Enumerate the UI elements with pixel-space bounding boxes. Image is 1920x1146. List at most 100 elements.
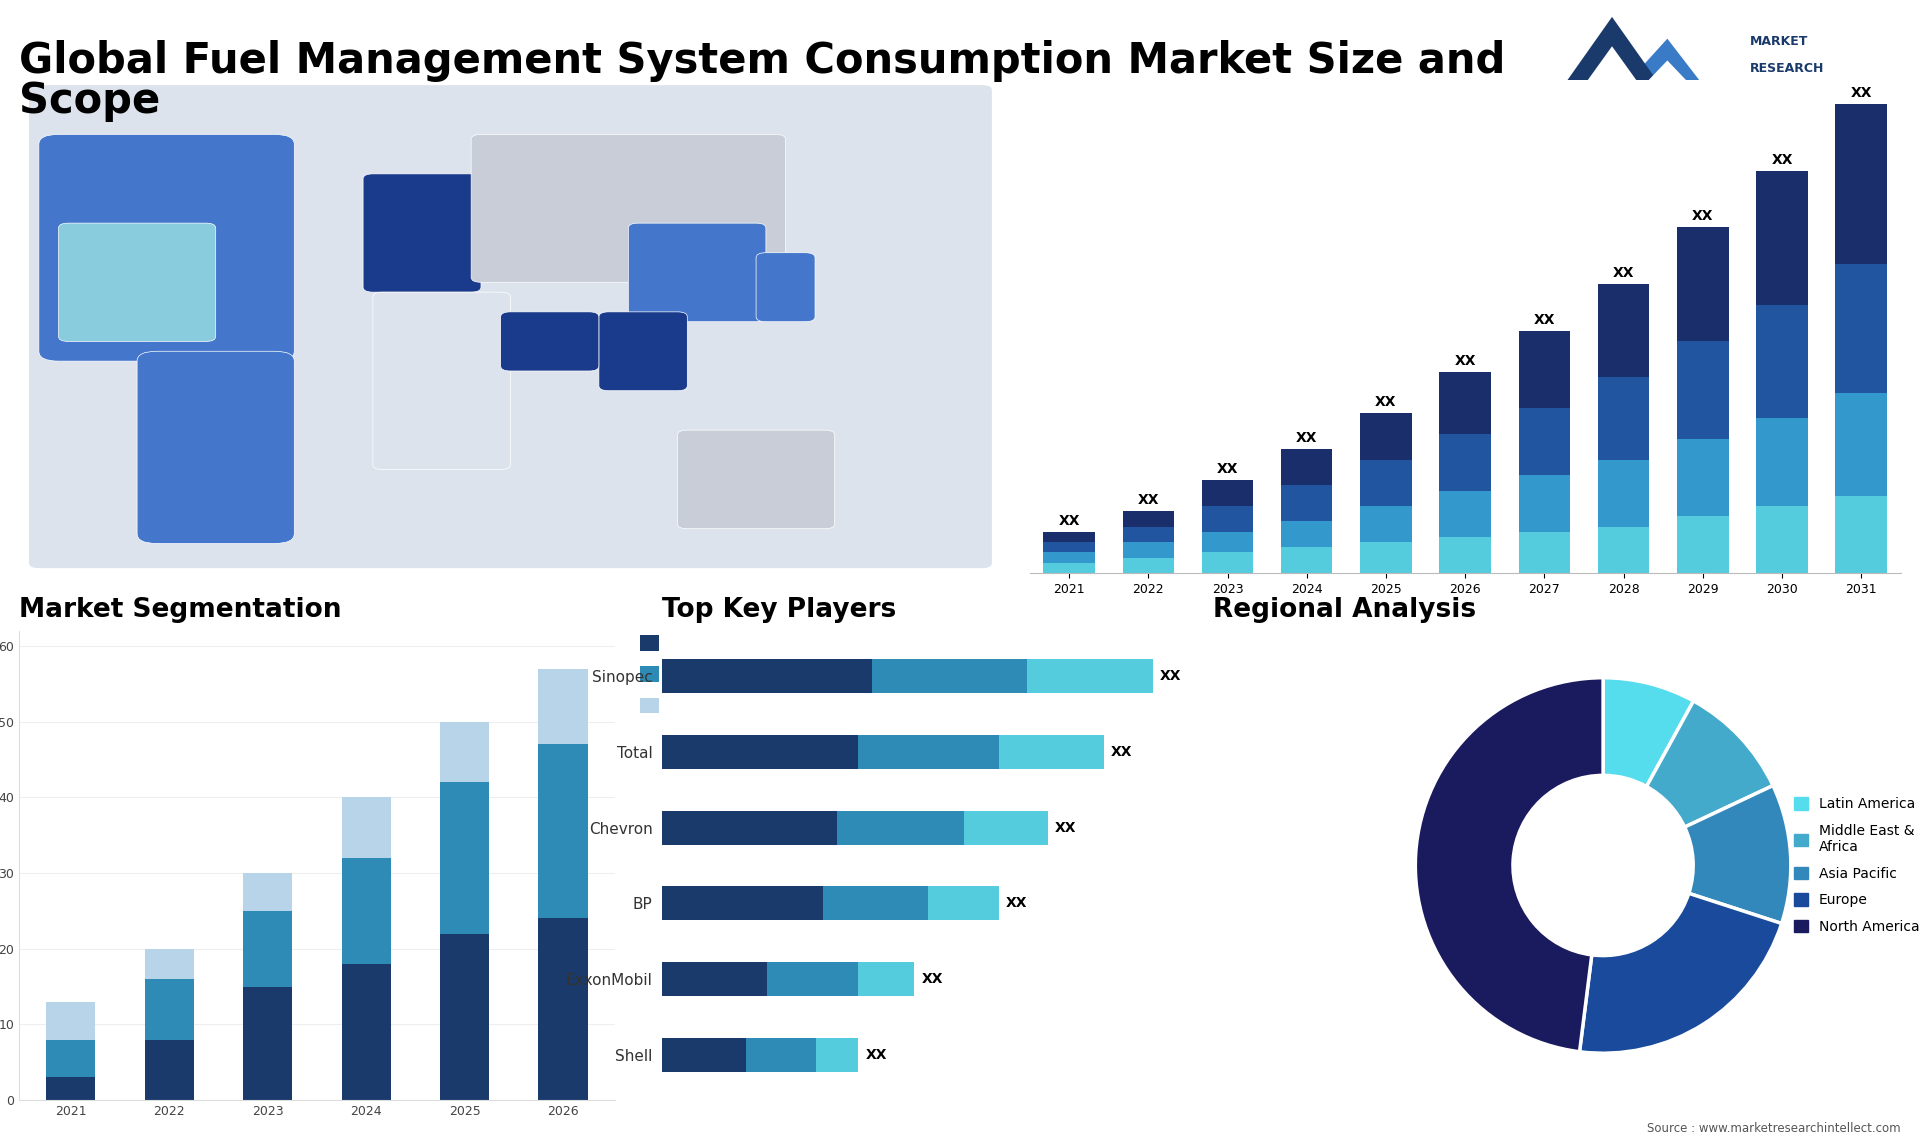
Bar [46,1002,96,1039]
Bar [1359,542,1411,573]
Text: XX: XX [866,1047,887,1061]
Wedge shape [1603,677,1693,786]
Text: Market Segmentation: Market Segmentation [19,597,342,623]
Bar [46,1039,96,1077]
FancyBboxPatch shape [372,292,511,470]
Bar [144,949,194,979]
FancyBboxPatch shape [599,312,687,391]
Text: XX: XX [1534,313,1555,327]
Legend: Latin America, Middle East &
Africa, Asia Pacific, Europe, North America: Latin America, Middle East & Africa, Asi… [1788,792,1920,939]
Text: Top Key Players: Top Key Players [662,597,897,623]
Bar [1281,548,1332,573]
Wedge shape [1415,677,1603,1052]
Bar [1359,460,1411,507]
Bar [244,873,292,911]
Bar [1440,434,1492,490]
Bar [440,934,490,1100]
Bar [1676,517,1728,573]
Bar [1519,476,1571,532]
Bar [1123,511,1173,527]
Bar [538,918,588,1100]
Text: XX: XX [1137,493,1160,507]
Bar [858,735,998,769]
Text: XX: XX [1217,462,1238,476]
FancyBboxPatch shape [38,134,294,361]
Bar [1597,460,1649,527]
Bar [1836,393,1887,496]
Text: XX: XX [1375,395,1396,409]
Text: XX: XX [1772,152,1793,166]
Text: XX: XX [922,972,943,986]
Bar [1440,490,1492,537]
Bar [1836,103,1887,264]
Bar [1757,507,1809,573]
Bar [342,964,392,1100]
Bar [244,911,292,987]
Bar [1043,532,1094,542]
Wedge shape [1580,894,1782,1053]
Bar [1836,496,1887,573]
FancyBboxPatch shape [136,352,294,543]
Text: XX: XX [1296,431,1317,445]
Bar [964,810,1048,845]
Bar [1202,552,1254,573]
Bar [1027,659,1152,693]
Text: RESEARCH: RESEARCH [1751,62,1824,74]
Title: Regional Analysis: Regional Analysis [1213,597,1476,623]
Text: Global Fuel Management System Consumption Market Size and: Global Fuel Management System Consumptio… [19,40,1505,83]
Bar [1440,372,1492,434]
Polygon shape [1597,39,1726,115]
FancyBboxPatch shape [628,223,766,322]
Bar [662,659,872,693]
Bar [1281,449,1332,486]
FancyBboxPatch shape [501,312,599,371]
Bar [1757,418,1809,507]
Bar [538,745,588,918]
Bar [1757,305,1809,418]
FancyBboxPatch shape [470,134,785,282]
Bar [662,810,837,845]
Text: XX: XX [1613,266,1634,280]
Bar [872,659,1027,693]
FancyBboxPatch shape [29,85,993,568]
Bar [1519,532,1571,573]
Text: XX: XX [1851,86,1872,100]
Bar [1597,284,1649,377]
Bar [1597,527,1649,573]
Bar [1597,377,1649,460]
Bar [144,979,194,1039]
Text: XX: XX [1058,513,1079,527]
Bar [1281,521,1332,548]
Legend: Product, Application, Geography: Product, Application, Geography [634,629,762,720]
Text: XX: XX [1006,896,1027,910]
Bar [1043,563,1094,573]
Bar [837,810,964,845]
FancyBboxPatch shape [756,253,814,322]
Bar [816,1038,858,1072]
Text: INTELLECT: INTELLECT [1751,88,1824,101]
Text: XX: XX [1160,669,1181,683]
Text: MARKET: MARKET [1751,36,1809,48]
Wedge shape [1647,701,1772,827]
Bar [1281,486,1332,521]
Bar [144,1039,194,1100]
Bar [1440,537,1492,573]
Text: XX: XX [1455,354,1476,368]
Bar [244,987,292,1100]
FancyBboxPatch shape [58,223,215,342]
Text: XX: XX [1692,210,1713,223]
Bar [662,735,858,769]
Bar [662,886,824,920]
Bar [1676,342,1728,439]
Bar [1202,480,1254,507]
Bar [440,722,490,783]
Bar [1757,171,1809,305]
Wedge shape [1684,785,1791,924]
Bar [1043,542,1094,552]
Bar [858,961,914,996]
Bar [46,1077,96,1100]
Polygon shape [1544,17,1682,115]
Bar [1123,527,1173,542]
Bar [342,798,392,858]
Bar [1519,331,1571,408]
